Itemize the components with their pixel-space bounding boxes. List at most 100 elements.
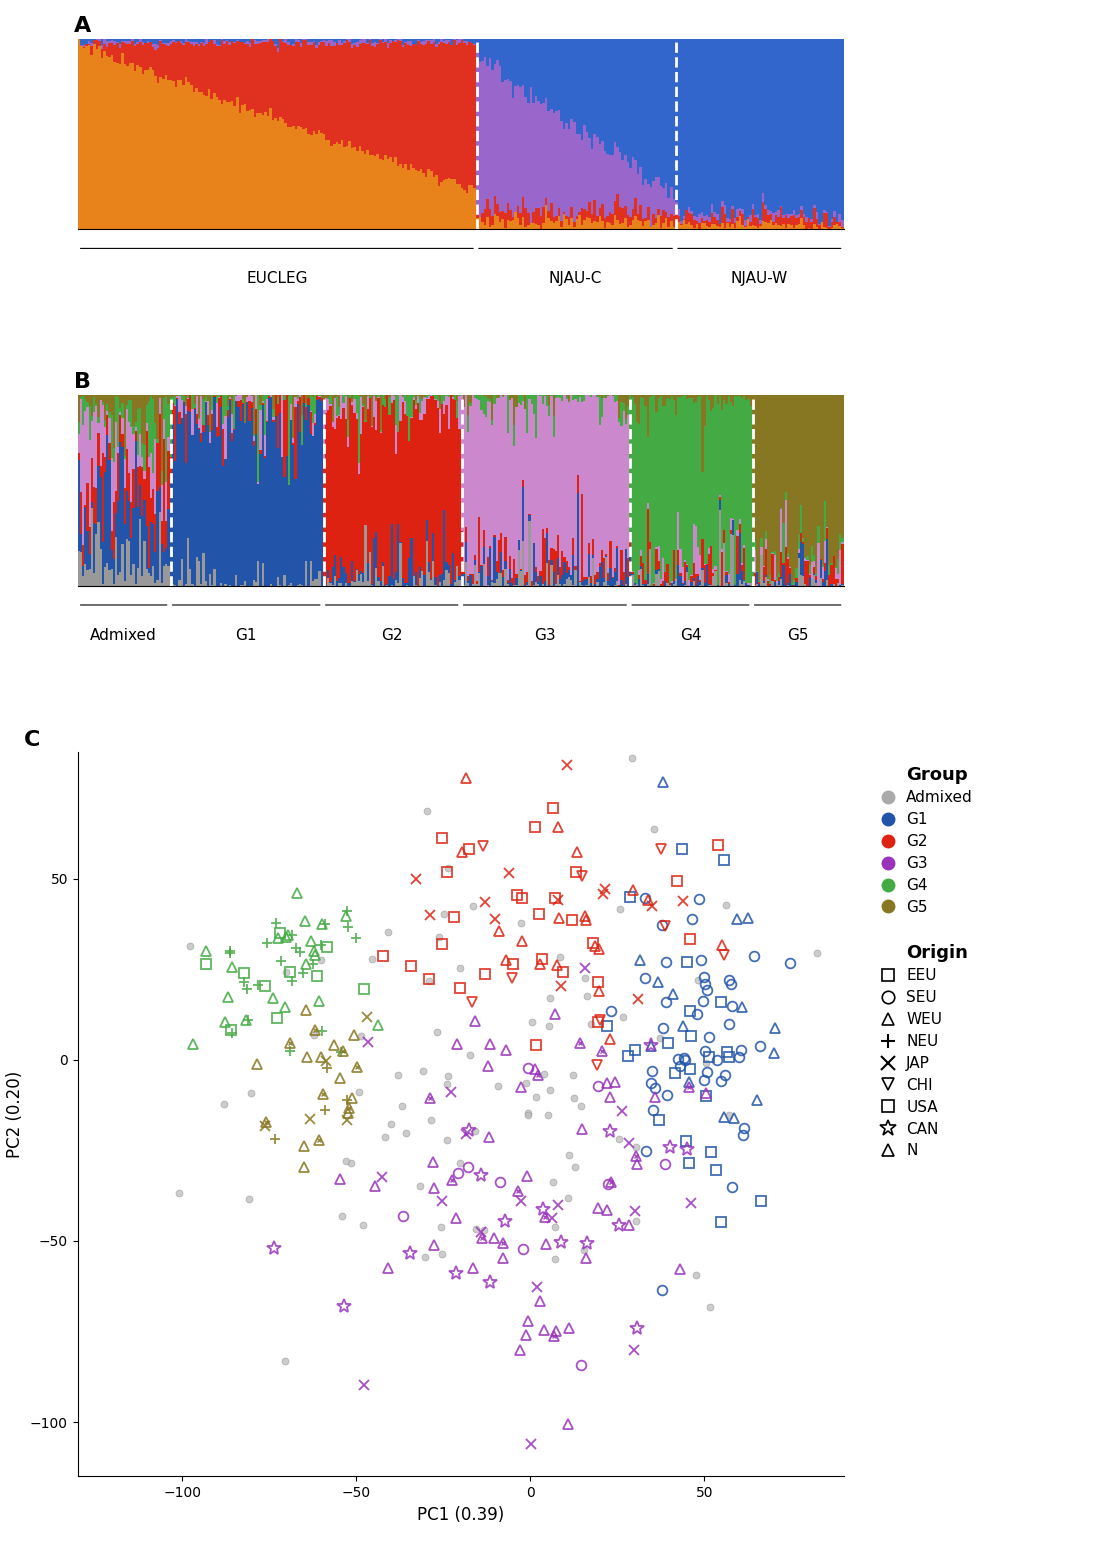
Bar xyxy=(443,181,445,229)
Bar xyxy=(334,396,336,399)
Bar xyxy=(103,45,105,51)
Bar xyxy=(724,530,726,543)
Bar xyxy=(815,575,817,580)
Bar xyxy=(627,416,629,558)
Bar xyxy=(591,39,594,150)
Bar xyxy=(113,448,115,462)
Bar xyxy=(305,396,307,404)
Bar xyxy=(545,39,547,97)
Bar xyxy=(141,577,143,586)
Bar xyxy=(714,212,716,216)
Bar xyxy=(152,399,154,473)
Bar xyxy=(484,209,486,226)
Bar xyxy=(542,396,544,404)
Bar xyxy=(578,39,581,135)
Bar xyxy=(616,402,618,546)
Bar xyxy=(512,39,514,97)
Bar xyxy=(826,227,828,229)
Bar xyxy=(376,153,379,229)
Bar xyxy=(270,39,272,108)
Bar xyxy=(117,397,119,447)
Bar xyxy=(240,421,242,586)
Bar xyxy=(193,46,195,93)
Bar xyxy=(193,93,195,229)
Bar xyxy=(619,153,622,207)
Bar xyxy=(647,584,649,586)
Bar xyxy=(402,45,404,46)
Bar xyxy=(522,85,525,198)
Bar xyxy=(478,39,481,62)
Bar xyxy=(706,39,708,215)
Bar xyxy=(104,427,107,458)
Bar xyxy=(380,581,382,586)
Bar xyxy=(834,226,836,229)
Bar xyxy=(168,404,170,438)
Bar xyxy=(719,499,722,510)
Bar xyxy=(506,584,508,586)
Bar xyxy=(832,396,835,555)
Bar xyxy=(512,216,514,220)
Bar xyxy=(647,184,649,207)
Bar xyxy=(751,224,755,229)
Bar xyxy=(665,218,667,229)
Bar xyxy=(400,396,402,421)
Bar xyxy=(239,42,241,113)
Bar xyxy=(149,39,152,42)
Bar xyxy=(805,396,806,558)
Bar xyxy=(734,396,736,584)
Bar xyxy=(393,396,395,400)
Bar xyxy=(165,521,168,547)
Bar xyxy=(316,580,319,586)
Bar xyxy=(300,43,302,46)
Bar xyxy=(287,45,290,127)
Bar xyxy=(472,396,474,574)
Bar xyxy=(474,555,476,560)
Bar xyxy=(568,567,571,569)
Bar xyxy=(430,43,433,172)
Bar xyxy=(430,580,432,586)
Bar xyxy=(290,39,292,45)
Bar xyxy=(642,186,645,220)
Bar xyxy=(834,216,836,226)
Bar xyxy=(478,62,481,216)
Bar xyxy=(109,442,111,461)
Bar xyxy=(453,40,455,179)
Bar xyxy=(198,43,200,46)
Bar xyxy=(382,405,384,563)
Bar xyxy=(640,397,643,550)
Bar xyxy=(773,224,775,229)
Bar xyxy=(113,502,115,560)
Bar xyxy=(332,422,334,427)
Bar xyxy=(575,135,578,216)
Bar xyxy=(152,46,154,70)
Bar xyxy=(555,111,557,215)
Bar xyxy=(605,396,607,397)
Bar xyxy=(496,60,500,204)
Bar xyxy=(838,213,841,223)
Bar xyxy=(80,397,82,399)
Bar xyxy=(209,396,211,433)
Bar xyxy=(150,498,152,523)
Bar xyxy=(539,39,543,104)
Bar xyxy=(292,445,294,586)
Bar xyxy=(390,156,392,229)
Bar xyxy=(139,465,141,485)
Bar xyxy=(731,39,734,206)
Bar xyxy=(161,544,163,583)
Bar xyxy=(662,405,664,558)
Bar xyxy=(647,396,649,438)
Bar xyxy=(767,39,769,210)
Bar xyxy=(297,42,300,127)
Bar xyxy=(749,396,751,407)
Bar xyxy=(229,39,231,42)
Bar xyxy=(598,396,601,425)
Bar xyxy=(430,40,433,43)
Bar xyxy=(535,207,537,224)
Bar xyxy=(427,561,430,572)
Bar xyxy=(614,569,616,572)
Bar xyxy=(731,209,734,224)
Bar xyxy=(382,396,384,405)
Bar xyxy=(637,215,639,220)
Bar xyxy=(517,85,519,206)
Bar xyxy=(798,224,800,229)
